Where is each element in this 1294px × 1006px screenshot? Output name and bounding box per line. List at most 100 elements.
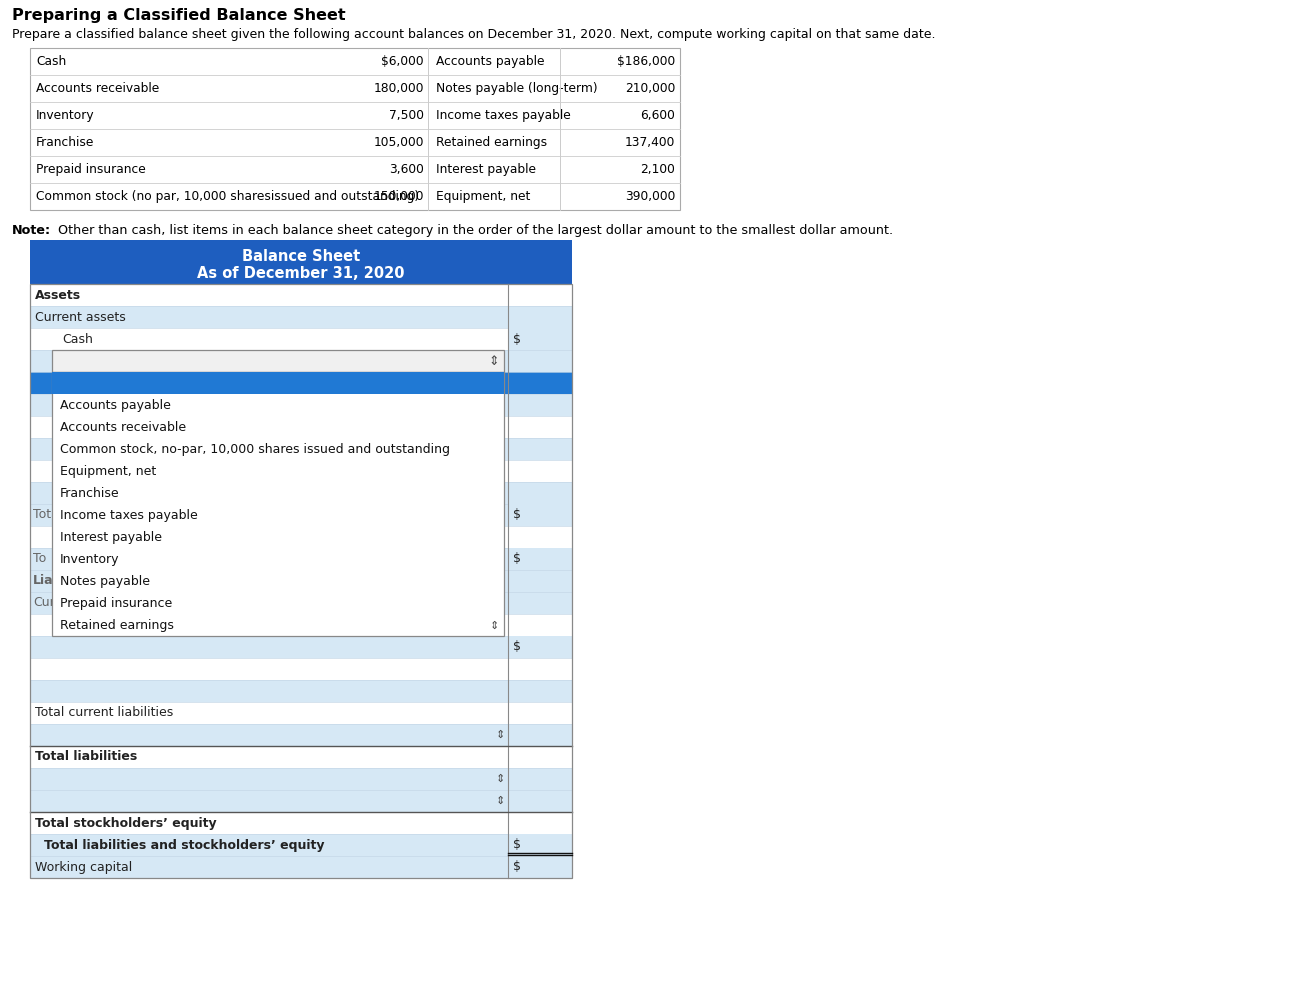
Text: Retained earnings: Retained earnings — [436, 136, 547, 149]
Text: Curr: Curr — [34, 597, 60, 610]
Text: Equipment, net: Equipment, net — [60, 465, 157, 478]
Text: Cash: Cash — [36, 55, 66, 68]
FancyBboxPatch shape — [52, 372, 503, 636]
Text: $: $ — [512, 508, 521, 521]
Text: $: $ — [512, 860, 521, 873]
Text: Total liabilities: Total liabilities — [35, 750, 137, 764]
Text: 137,400: 137,400 — [625, 136, 675, 149]
Text: 180,000: 180,000 — [374, 82, 424, 95]
Text: ⇕: ⇕ — [496, 356, 505, 366]
Text: Other than cash, list items in each balance sheet category in the order of the l: Other than cash, list items in each bala… — [54, 224, 893, 237]
FancyBboxPatch shape — [509, 834, 572, 856]
Text: Notes payable (long-term): Notes payable (long-term) — [436, 82, 598, 95]
Text: $: $ — [512, 838, 521, 851]
FancyBboxPatch shape — [30, 526, 572, 548]
Text: 3,600: 3,600 — [389, 163, 424, 176]
FancyBboxPatch shape — [30, 460, 572, 482]
FancyBboxPatch shape — [30, 482, 572, 504]
Text: Inventory: Inventory — [36, 109, 94, 122]
Text: 2,100: 2,100 — [641, 163, 675, 176]
Text: Working capital: Working capital — [35, 860, 132, 873]
Text: Franchise: Franchise — [36, 136, 94, 149]
FancyBboxPatch shape — [30, 658, 572, 680]
Text: $186,000: $186,000 — [617, 55, 675, 68]
Text: ⇕: ⇕ — [489, 621, 498, 631]
Text: Accounts payable: Accounts payable — [60, 398, 171, 411]
FancyBboxPatch shape — [30, 328, 572, 350]
FancyBboxPatch shape — [509, 856, 572, 878]
Text: Income taxes payable: Income taxes payable — [60, 508, 198, 521]
Text: ⇕: ⇕ — [496, 730, 505, 740]
Text: Interest payable: Interest payable — [436, 163, 536, 176]
Text: ⇕: ⇕ — [496, 774, 505, 784]
FancyBboxPatch shape — [30, 306, 572, 328]
FancyBboxPatch shape — [30, 702, 572, 724]
FancyBboxPatch shape — [30, 394, 572, 416]
FancyBboxPatch shape — [30, 240, 572, 284]
FancyBboxPatch shape — [30, 416, 572, 438]
FancyBboxPatch shape — [30, 768, 572, 790]
Text: Common stock (no par, 10,000 sharesissued and outstanding): Common stock (no par, 10,000 sharesissue… — [36, 190, 419, 203]
Text: Total current liabilities: Total current liabilities — [35, 706, 173, 719]
Text: Liab: Liab — [34, 574, 62, 588]
FancyBboxPatch shape — [30, 570, 572, 592]
FancyBboxPatch shape — [30, 746, 572, 768]
FancyBboxPatch shape — [30, 724, 572, 746]
FancyBboxPatch shape — [30, 614, 572, 636]
Text: Retained earnings: Retained earnings — [60, 619, 173, 632]
FancyBboxPatch shape — [30, 350, 572, 372]
Text: Cash: Cash — [62, 333, 93, 345]
Text: Prepaid insurance: Prepaid insurance — [36, 163, 146, 176]
FancyBboxPatch shape — [30, 636, 572, 658]
Text: Accounts payable: Accounts payable — [436, 55, 545, 68]
Text: 7,500: 7,500 — [389, 109, 424, 122]
FancyBboxPatch shape — [30, 48, 681, 210]
FancyBboxPatch shape — [30, 790, 572, 812]
Text: ⇕: ⇕ — [496, 796, 505, 806]
FancyBboxPatch shape — [30, 680, 572, 702]
Text: Notes payable: Notes payable — [60, 574, 150, 588]
Text: ⇕: ⇕ — [489, 354, 499, 367]
Text: Accounts receivable: Accounts receivable — [36, 82, 159, 95]
Text: Prepaid insurance: Prepaid insurance — [60, 597, 172, 610]
Text: 390,000: 390,000 — [625, 190, 675, 203]
Text: $6,000: $6,000 — [382, 55, 424, 68]
Text: $: $ — [512, 552, 521, 565]
FancyBboxPatch shape — [30, 856, 572, 878]
Text: Accounts receivable: Accounts receivable — [60, 421, 186, 434]
FancyBboxPatch shape — [509, 548, 572, 570]
Text: As of December 31, 2020: As of December 31, 2020 — [197, 266, 405, 281]
Text: Preparing a Classified Balance Sheet: Preparing a Classified Balance Sheet — [12, 8, 345, 23]
FancyBboxPatch shape — [52, 350, 503, 372]
FancyBboxPatch shape — [509, 504, 572, 526]
Text: Franchise: Franchise — [60, 487, 119, 500]
Text: Tota: Tota — [34, 508, 58, 521]
Text: 150,000: 150,000 — [374, 190, 424, 203]
FancyBboxPatch shape — [509, 328, 572, 350]
FancyBboxPatch shape — [30, 372, 572, 394]
Text: Current assets: Current assets — [35, 311, 126, 324]
Text: Common stock, no-par, 10,000 shares issued and outstanding: Common stock, no-par, 10,000 shares issu… — [60, 443, 450, 456]
Text: Total liabilities and stockholders’ equity: Total liabilities and stockholders’ equi… — [44, 838, 325, 851]
FancyBboxPatch shape — [30, 834, 572, 856]
Text: Income taxes payable: Income taxes payable — [436, 109, 571, 122]
FancyBboxPatch shape — [30, 438, 572, 460]
Text: Assets: Assets — [35, 289, 82, 302]
Text: Equipment, net: Equipment, net — [436, 190, 531, 203]
Text: 6,600: 6,600 — [641, 109, 675, 122]
FancyBboxPatch shape — [30, 592, 572, 614]
Text: Balance Sheet: Balance Sheet — [242, 249, 360, 264]
Text: 210,000: 210,000 — [625, 82, 675, 95]
FancyBboxPatch shape — [30, 504, 572, 526]
Text: Inventory: Inventory — [60, 552, 119, 565]
Text: Interest payable: Interest payable — [60, 530, 162, 543]
FancyBboxPatch shape — [30, 548, 572, 570]
Text: To: To — [34, 552, 47, 565]
FancyBboxPatch shape — [509, 636, 572, 658]
FancyBboxPatch shape — [30, 812, 572, 834]
Text: Total stockholders’ equity: Total stockholders’ equity — [35, 817, 216, 830]
Text: $: $ — [512, 641, 521, 654]
FancyBboxPatch shape — [30, 284, 572, 306]
FancyBboxPatch shape — [52, 372, 503, 394]
Text: Prepare a classified balance sheet given the following account balances on Decem: Prepare a classified balance sheet given… — [12, 28, 936, 41]
